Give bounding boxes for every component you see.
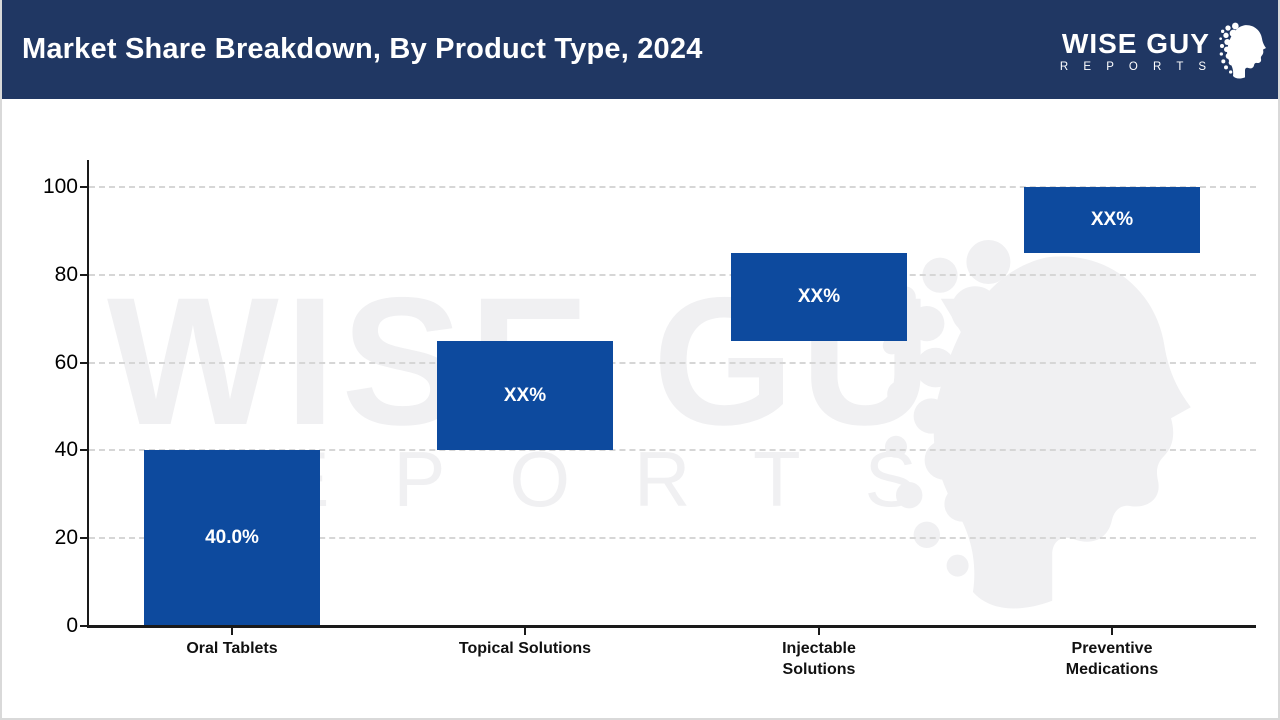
x-tick-mark-preventive-medications xyxy=(1111,628,1113,635)
x-tick-mark-oral-tablets xyxy=(231,628,233,635)
x-category-label-injectable-solutions: Injectable Solutions xyxy=(782,640,856,678)
gridline-20 xyxy=(89,537,1256,540)
brand-face-icon xyxy=(1219,22,1266,79)
brand-logo-text: WISE GUY R E P O R T S xyxy=(1059,27,1212,74)
y-tick-label-60: 60 xyxy=(54,350,78,374)
bar-value-label-topical-solutions: XX% xyxy=(503,384,547,406)
gridline-40 xyxy=(89,449,1256,452)
bar-injectable-solutions: XX% xyxy=(731,252,907,341)
y-tick-mark-100 xyxy=(80,186,87,188)
y-tick-label-20: 20 xyxy=(54,526,78,550)
gridline-60 xyxy=(89,361,1256,364)
bar-preventive-medications: XX% xyxy=(1024,187,1200,253)
x-category-label-oral-tablets: Oral Tablets xyxy=(186,640,278,657)
x-category-label-topical-solutions: Topical Solutions xyxy=(458,640,592,657)
bar-value-label-preventive-medications: XX% xyxy=(1090,208,1134,230)
y-tick-mark-80 xyxy=(80,273,87,276)
bar-topical-solutions: XX% xyxy=(437,340,613,451)
header-bar: Market Share Breakdown, By Product Type,… xyxy=(2,0,1278,99)
y-tick-label-40: 40 xyxy=(54,438,78,462)
face-watermark-icon xyxy=(882,240,1191,609)
y-tick-label-0: 0 xyxy=(66,614,78,637)
brand-subtitle: R E P O R T S xyxy=(1059,61,1212,74)
y-tick-mark-0 xyxy=(80,625,87,627)
y-tick-label-80: 80 xyxy=(54,262,78,286)
y-tick-mark-40 xyxy=(80,449,87,452)
gridline-100 xyxy=(89,186,1256,188)
gridline-80 xyxy=(89,273,1256,276)
x-axis-line xyxy=(87,625,1256,628)
bar-value-label-oral-tablets: 40.0% xyxy=(205,527,259,549)
y-tick-mark-60 xyxy=(80,361,87,364)
y-tick-mark-20 xyxy=(80,537,87,540)
x-tick-mark-topical-solutions xyxy=(524,628,526,635)
brand-name: WISE GUY xyxy=(1061,27,1210,59)
bar-value-label-injectable-solutions: XX% xyxy=(797,285,841,307)
page-title: Market Share Breakdown, By Product Type,… xyxy=(22,33,703,65)
brand-logo: WISE GUY R E P O R T S xyxy=(1060,10,1268,92)
y-tick-label-100: 100 xyxy=(42,175,78,198)
x-category-label-preventive-medications: Preventive Medications xyxy=(1065,640,1159,678)
x-tick-mark-injectable-solutions xyxy=(818,628,820,635)
y-axis-line xyxy=(87,160,89,628)
bar-oral-tablets: 40.0% xyxy=(144,450,320,626)
